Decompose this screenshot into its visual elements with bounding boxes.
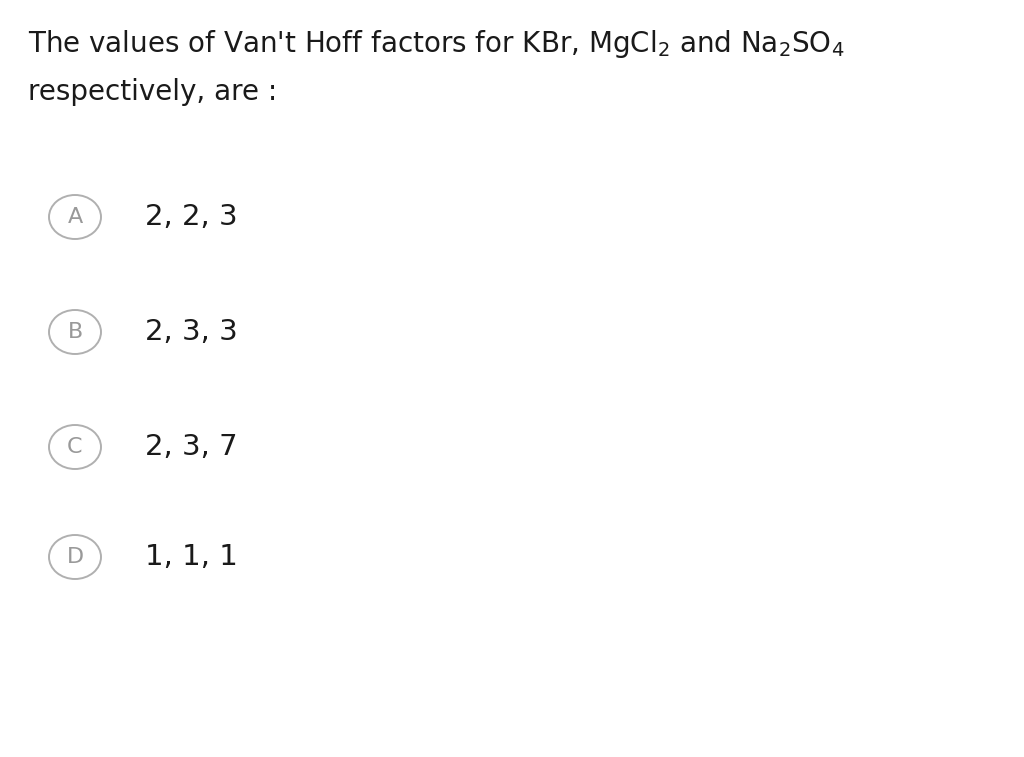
Text: 2, 3, 7: 2, 3, 7 [145,433,238,461]
Text: A: A [68,207,83,227]
Text: 2, 3, 3: 2, 3, 3 [145,318,238,346]
Text: D: D [67,547,84,567]
Text: 2, 2, 3: 2, 2, 3 [145,203,238,231]
Text: respectively, are :: respectively, are : [28,78,278,106]
Text: 1, 1, 1: 1, 1, 1 [145,543,238,571]
Text: The values of Van't Hoff factors for KBr, MgCl$_2$ and Na$_2$SO$_4$: The values of Van't Hoff factors for KBr… [28,28,845,60]
Text: C: C [68,437,83,457]
Text: B: B [68,322,83,342]
